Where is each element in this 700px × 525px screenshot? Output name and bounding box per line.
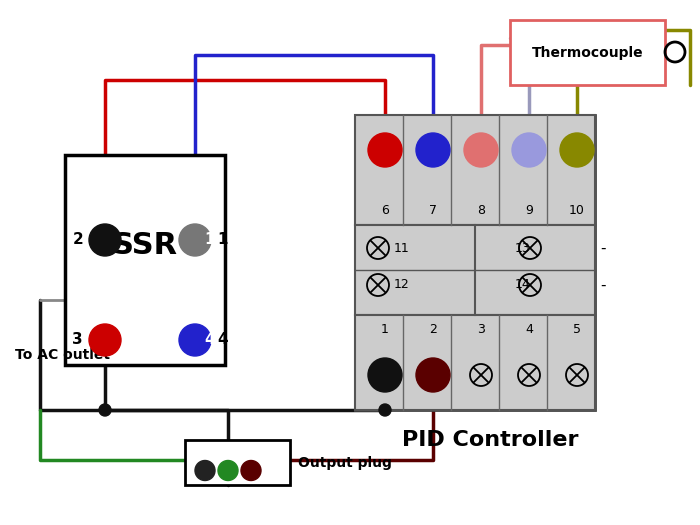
Text: PID Controller: PID Controller: [402, 430, 578, 450]
Text: 10: 10: [569, 204, 585, 217]
Circle shape: [368, 133, 402, 167]
Text: 14: 14: [515, 278, 531, 291]
Text: -: -: [600, 278, 606, 292]
Text: -: -: [600, 240, 606, 256]
Text: Thermocouple: Thermocouple: [532, 46, 643, 59]
Text: 2: 2: [429, 323, 437, 336]
Circle shape: [179, 324, 211, 356]
Circle shape: [416, 133, 450, 167]
Text: 3: 3: [75, 332, 85, 348]
Text: 8: 8: [477, 204, 485, 217]
Text: 4: 4: [217, 332, 228, 348]
Text: Output plug: Output plug: [298, 456, 392, 469]
Text: 3: 3: [477, 323, 485, 336]
Text: 1: 1: [381, 323, 389, 336]
Bar: [355, 315, 595, 410]
Text: 7: 7: [429, 204, 437, 217]
Circle shape: [379, 404, 391, 416]
Text: 9: 9: [525, 204, 533, 217]
Circle shape: [512, 133, 546, 167]
Text: 4: 4: [204, 332, 216, 348]
Circle shape: [218, 460, 238, 480]
Text: 11: 11: [394, 242, 410, 255]
Bar: [355, 115, 595, 225]
Circle shape: [195, 460, 215, 480]
Text: To AC outlet: To AC outlet: [15, 348, 110, 362]
Text: 12: 12: [394, 278, 410, 291]
Text: 1: 1: [204, 233, 216, 247]
Circle shape: [416, 358, 450, 392]
Circle shape: [89, 324, 121, 356]
Bar: [510, 20, 665, 85]
Text: 13: 13: [515, 242, 531, 255]
Circle shape: [179, 224, 211, 256]
Text: 3: 3: [72, 332, 83, 348]
Circle shape: [560, 133, 594, 167]
Text: 2: 2: [75, 233, 85, 247]
Circle shape: [99, 404, 111, 416]
Text: SSR: SSR: [112, 230, 178, 259]
Bar: [355, 115, 595, 410]
Text: 1: 1: [217, 233, 228, 247]
Text: 6: 6: [381, 204, 389, 217]
Bar: [65, 155, 225, 365]
Circle shape: [241, 460, 261, 480]
Text: 4: 4: [525, 323, 533, 336]
Circle shape: [368, 358, 402, 392]
Circle shape: [464, 133, 498, 167]
Text: 5: 5: [573, 323, 581, 336]
Bar: [355, 225, 595, 315]
Text: 2: 2: [72, 233, 83, 247]
Bar: [185, 440, 290, 485]
Circle shape: [89, 224, 121, 256]
